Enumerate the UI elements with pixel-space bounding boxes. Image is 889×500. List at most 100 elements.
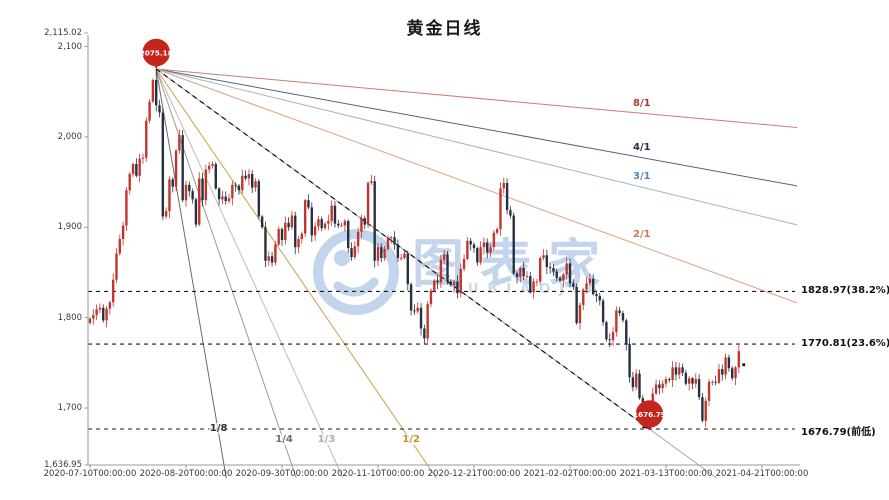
candle	[456, 275, 459, 299]
candle	[449, 278, 453, 287]
candle	[486, 238, 489, 259]
candle	[532, 278, 535, 299]
candle	[734, 366, 737, 386]
candle	[373, 175, 376, 268]
candle	[423, 324, 426, 345]
candle	[121, 221, 125, 246]
candle	[115, 248, 118, 283]
chart-title: 黄金日线	[406, 19, 483, 39]
candle	[363, 215, 366, 230]
candle	[588, 273, 592, 286]
candle	[204, 164, 208, 206]
candle	[635, 369, 638, 391]
candle	[568, 258, 572, 288]
candle	[327, 214, 330, 231]
candle	[724, 353, 727, 380]
candle	[674, 361, 678, 381]
candle	[102, 304, 105, 323]
candle	[512, 212, 515, 276]
candle	[171, 177, 174, 193]
candle	[519, 266, 522, 283]
candle	[356, 227, 360, 254]
candle	[178, 129, 181, 154]
gann-fan-label-4-1: 4/1	[632, 141, 652, 153]
candle	[678, 362, 681, 380]
candle	[727, 354, 731, 372]
candle	[237, 183, 241, 195]
high-marker: 2075.18	[140, 38, 173, 70]
candle	[274, 241, 277, 266]
candle	[495, 227, 499, 235]
candle	[158, 99, 161, 118]
candle	[313, 222, 317, 241]
candle	[492, 230, 496, 251]
candle	[562, 272, 565, 288]
gann-fan-label-1-8: 1/8	[208, 423, 229, 434]
candle	[98, 303, 102, 314]
last-price-dot	[742, 363, 746, 367]
candle	[168, 176, 171, 219]
candle	[251, 170, 254, 194]
candle	[684, 369, 688, 386]
gann-fan-label-1-3: 1/3	[316, 434, 337, 445]
candle	[525, 271, 529, 279]
candle	[155, 69, 158, 112]
candle	[307, 194, 310, 210]
candle	[188, 181, 191, 197]
candle	[303, 198, 307, 237]
gann-fan-label-8-1: 8/1	[632, 98, 652, 110]
candle	[300, 231, 304, 244]
candle	[409, 282, 413, 316]
level-label: 1828.97(38.2%)	[801, 285, 889, 297]
candle	[476, 246, 479, 267]
candle	[582, 287, 585, 311]
candle	[337, 219, 340, 229]
candle	[403, 250, 406, 260]
candle	[502, 177, 505, 194]
candle	[148, 99, 151, 124]
candle	[257, 179, 261, 220]
candle	[479, 241, 482, 265]
level-label: 1676.79(前低)	[801, 426, 876, 438]
candle	[214, 161, 217, 190]
candle	[347, 219, 350, 253]
candle	[505, 178, 509, 215]
candle	[343, 218, 347, 232]
candle	[320, 216, 323, 232]
x-axis-tick-label: 2020-07-10T00:00:00	[43, 469, 137, 479]
candle	[558, 275, 562, 283]
gann-fan-label-2-1: 2/1	[632, 228, 652, 240]
candle	[105, 306, 108, 328]
candle	[691, 376, 694, 390]
candle	[737, 345, 741, 374]
candle	[572, 279, 575, 290]
candle	[353, 241, 357, 260]
candle	[598, 292, 601, 306]
candle	[552, 264, 555, 277]
candle	[545, 249, 549, 275]
candle	[575, 283, 578, 325]
gann-fan-label-3-1: 3/1	[632, 170, 652, 182]
y-axis-tick-label: 2,115.02	[44, 28, 82, 38]
x-axis-tick-label: 2020-08-20T00:00:00	[139, 469, 233, 479]
candle	[426, 301, 429, 343]
candle	[472, 242, 476, 253]
candle	[446, 251, 449, 285]
x-axis-tick-label: 2021-03-13T00:00:00	[619, 469, 713, 479]
candle	[462, 254, 466, 272]
candle	[611, 327, 615, 347]
candle	[694, 373, 697, 388]
candle	[151, 78, 155, 104]
candle	[469, 237, 472, 251]
candle	[350, 242, 353, 261]
candle	[340, 222, 343, 227]
candle	[270, 252, 274, 267]
candle	[88, 317, 92, 325]
candle	[548, 262, 552, 274]
candle	[284, 216, 287, 245]
candle	[376, 242, 380, 267]
candle	[717, 363, 721, 385]
candle	[317, 215, 320, 231]
